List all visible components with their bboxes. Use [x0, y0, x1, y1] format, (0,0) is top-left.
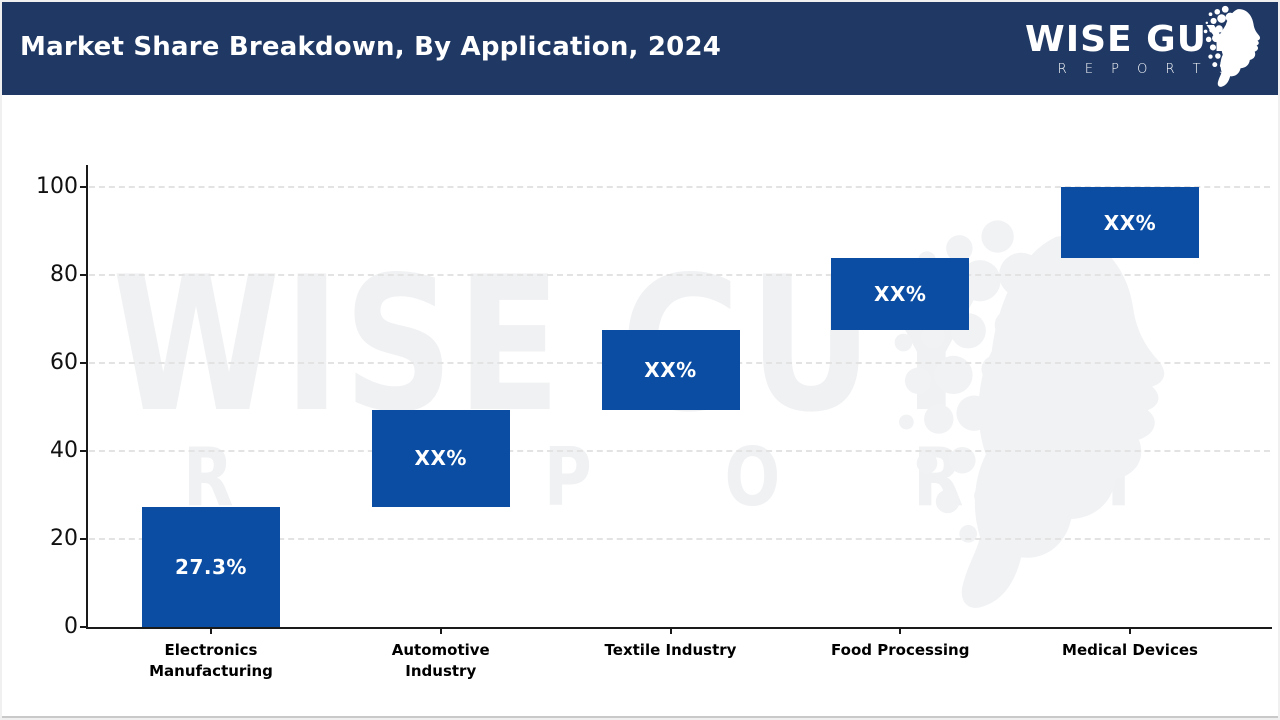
bar-value-label: 27.3%: [175, 554, 247, 579]
bar-segment: XX%: [831, 258, 970, 331]
page-title: Market Share Breakdown, By Application, …: [20, 32, 722, 62]
gridline-100: [89, 186, 1270, 188]
bar-value-label: XX%: [644, 358, 697, 383]
bar-value-label: XX%: [1103, 210, 1157, 235]
y-tick-100: [80, 186, 87, 188]
y-tick-label-100: 100: [36, 174, 78, 199]
y-tick-0: [80, 626, 87, 628]
y-tick-label-80: 80: [50, 262, 78, 287]
x-category-label: Textile Industry: [604, 641, 737, 659]
header-bar: Market Share Breakdown, By Application, …: [0, 0, 1280, 95]
bar-segment: XX%: [601, 330, 740, 410]
x-axis-line: [86, 627, 1272, 629]
bar-value-label: XX%: [414, 446, 467, 471]
gridline-40: [89, 450, 1270, 452]
x-category-label: Food Processing: [831, 641, 970, 659]
y-tick-label-40: 40: [50, 438, 78, 463]
y-axis-line: [86, 165, 88, 629]
gridline-80: [89, 274, 1270, 276]
x-tick-4: [1129, 627, 1131, 634]
bar-value-label: XX%: [874, 282, 927, 307]
y-tick-40: [80, 450, 87, 452]
y-tick-80: [80, 274, 87, 276]
y-tick-label-20: 20: [50, 526, 78, 551]
gridline-20: [89, 538, 1270, 540]
y-tick-label-0: 0: [64, 614, 78, 639]
bar-segment: XX%: [1061, 187, 1199, 259]
y-tick-60: [80, 362, 87, 364]
brand-name: WISE GUY: [1024, 19, 1234, 60]
y-tick-20: [80, 538, 87, 540]
x-tick-2: [669, 627, 672, 634]
x-tick-1: [439, 627, 442, 634]
bar-segment: 27.3%: [142, 506, 280, 627]
footer-divider: [0, 716, 1280, 718]
x-tick-0: [210, 627, 212, 634]
brand-logo-text: WISE GUY R E P O R T S: [1012, 20, 1234, 78]
brand-tagline: R E P O R T S: [1057, 62, 1234, 77]
y-tick-label-60: 60: [50, 350, 78, 375]
x-category-label: Medical Devices: [1062, 641, 1198, 659]
x-tick-3: [899, 627, 902, 634]
bar-segment: XX%: [371, 409, 510, 507]
brand-logo: WISE GUY R E P O R T S: [1012, 0, 1280, 95]
brand-head-icon: [1203, 5, 1261, 87]
x-category-label: Automotive Industry: [391, 641, 490, 680]
x-category-label: Electronics Manufacturing: [149, 641, 273, 680]
